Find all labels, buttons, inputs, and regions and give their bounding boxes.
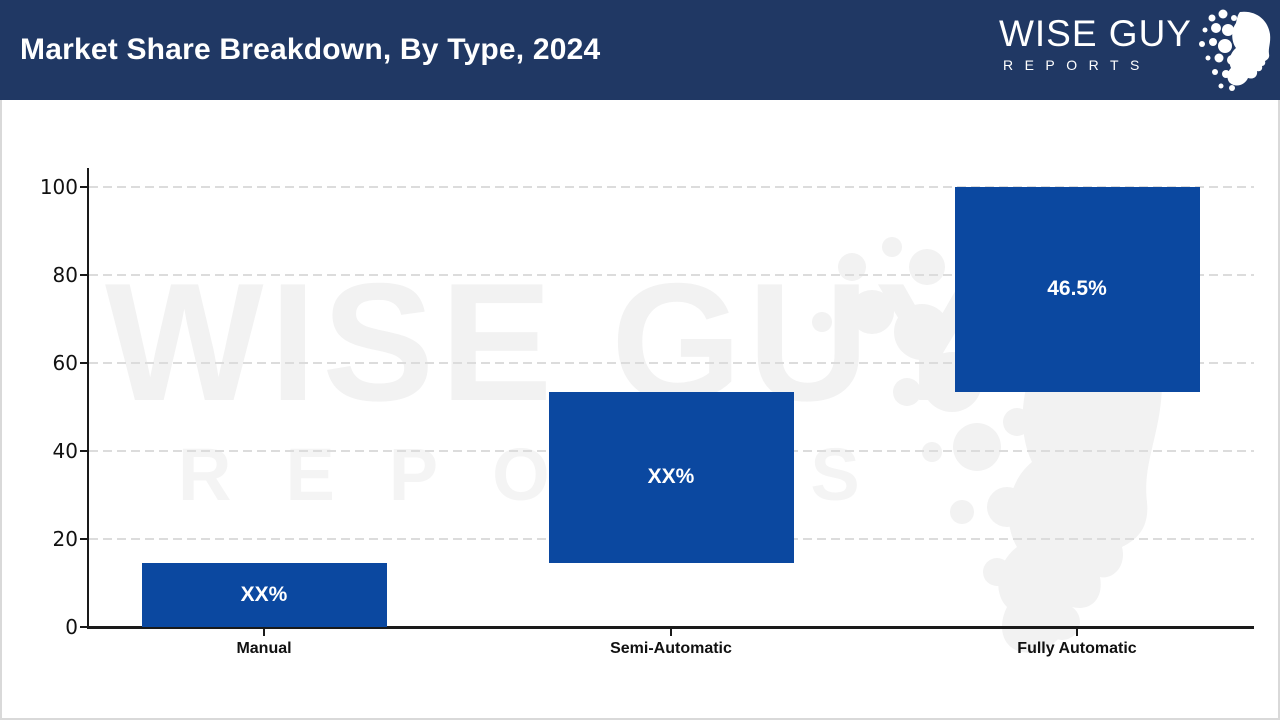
bar-value-label: XX% [240,583,288,607]
y-tick-label: 40 [52,439,78,463]
x-category-label: Semi-Automatic [610,640,732,657]
y-tick-label: 0 [65,615,78,639]
header-bar: Market Share Breakdown, By Type, 2024 WI… [0,0,1280,100]
y-axis-tick [80,186,87,188]
brand-face-icon [1199,9,1271,91]
y-axis-tick [80,450,87,452]
y-axis-line [87,168,89,629]
x-axis-tick [263,629,265,636]
y-tick-label: 60 [52,351,78,375]
watermark-text: WISE GUY [105,248,994,436]
x-axis-tick [670,629,672,636]
bar-value-label: XX% [647,465,695,489]
y-axis-tick [80,626,87,628]
bar-value-label: 46.5% [1047,277,1107,301]
x-axis-line [87,626,1254,629]
y-axis-tick [80,274,87,276]
y-tick-label: 20 [52,527,78,551]
y-tick-label: 80 [52,263,78,287]
x-category-label: Manual [236,640,292,657]
gridline [89,186,1254,188]
x-category-label: Fully Automatic [1017,640,1137,657]
gridline [89,274,1254,276]
bar [548,391,794,564]
x-axis-tick [1076,629,1078,636]
brand-logo-text: WISE GUY [998,13,1192,54]
brand-logo-subtext: REPORTS [1002,56,1151,73]
bar [954,187,1200,392]
y-axis-tick [80,362,87,364]
y-axis-tick [80,538,87,540]
chart-title: Market Share Breakdown, By Type, 2024 [20,33,601,66]
brand-logo: WISE GUY REPORTS [998,13,1192,73]
gridline [89,362,1254,364]
y-tick-label: 100 [39,175,78,199]
bar [141,563,387,627]
